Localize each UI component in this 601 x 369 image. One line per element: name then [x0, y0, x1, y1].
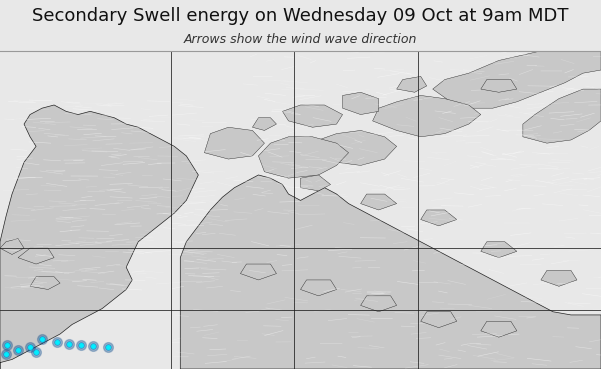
Text: Arrows show the wind wave direction: Arrows show the wind wave direction	[184, 33, 417, 46]
Polygon shape	[282, 105, 343, 127]
Polygon shape	[300, 280, 337, 296]
Polygon shape	[343, 92, 379, 114]
Polygon shape	[300, 175, 331, 191]
Polygon shape	[481, 242, 517, 258]
Polygon shape	[373, 96, 481, 137]
Polygon shape	[433, 51, 601, 108]
Polygon shape	[0, 239, 24, 255]
Polygon shape	[481, 321, 517, 337]
Polygon shape	[240, 264, 276, 280]
Polygon shape	[523, 89, 601, 143]
Polygon shape	[180, 175, 601, 369]
Polygon shape	[0, 105, 198, 369]
Text: Secondary Swell energy on Wednesday 09 Oct at 9am MDT: Secondary Swell energy on Wednesday 09 O…	[32, 7, 569, 25]
Polygon shape	[541, 270, 577, 286]
Polygon shape	[421, 312, 457, 328]
Polygon shape	[481, 80, 517, 92]
Polygon shape	[258, 137, 349, 178]
Polygon shape	[252, 118, 276, 131]
Polygon shape	[313, 131, 397, 165]
Polygon shape	[204, 127, 264, 159]
Polygon shape	[421, 210, 457, 226]
Polygon shape	[30, 277, 60, 289]
Polygon shape	[361, 194, 397, 210]
Polygon shape	[361, 296, 397, 312]
Polygon shape	[18, 248, 54, 264]
Polygon shape	[397, 76, 427, 92]
